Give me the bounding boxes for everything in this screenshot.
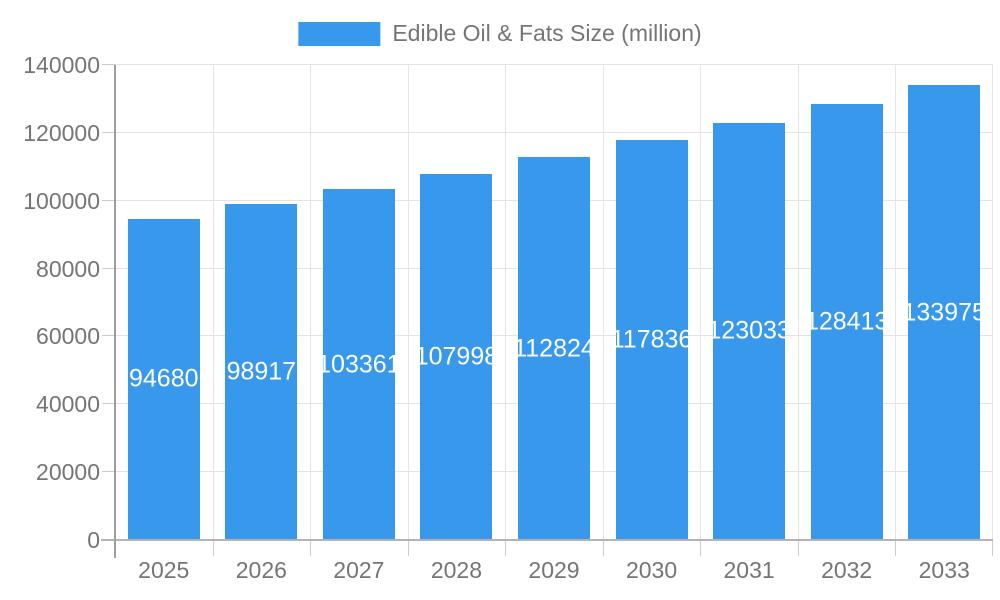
bar-value-label: 123033 (713, 316, 786, 345)
x-axis-tick (700, 540, 702, 556)
x-axis-tick (212, 540, 214, 556)
x-axis-tick (895, 540, 897, 556)
gridline-v (700, 65, 702, 540)
bar-2032[interactable]: 128413 (810, 104, 883, 540)
y-tick-label: 60000 (36, 323, 100, 350)
x-tick-label: 2030 (625, 557, 678, 583)
y-axis-tick (102, 64, 115, 65)
gridline-v (407, 65, 409, 540)
legend[interactable]: Edible Oil & Fats Size (million) (298, 20, 702, 47)
x-tick-label: 2032 (821, 557, 873, 583)
x-axis-tick (505, 540, 507, 556)
y-tick-label: 20000 (36, 459, 100, 486)
x-axis-tick (992, 540, 993, 556)
y-axis-tick (102, 335, 115, 337)
bar-value-label: 94680 (129, 364, 199, 393)
gridline-v (895, 65, 897, 540)
x-tick-label: 2031 (723, 557, 775, 583)
y-axis-tick (102, 403, 115, 405)
bar-value-label: 98917 (226, 357, 297, 386)
gridline-v (505, 65, 507, 540)
bar-2026[interactable]: 98917 (225, 204, 298, 540)
legend-label: Edible Oil & Fats Size (million) (392, 20, 702, 46)
bar-value-label: 112824 (518, 334, 590, 363)
bar-2033[interactable]: 133975 (908, 85, 981, 540)
legend-swatch (298, 21, 381, 46)
x-tick-label: 2025 (138, 557, 190, 583)
y-tick-label: 140000 (23, 52, 100, 78)
bar-2029[interactable]: 112824 (518, 157, 590, 540)
x-tick-label: 2029 (528, 557, 580, 583)
x-axis-line (101, 539, 993, 541)
y-axis-tick (102, 131, 115, 133)
plot-area: 94680 98917 103361 107998 112824 117836 123033… (101, 64, 993, 558)
bar-2030[interactable]: 117836 (615, 140, 688, 540)
bar-2031[interactable]: 123033 (713, 122, 786, 540)
y-tick-label: 100000 (23, 187, 100, 214)
y-tick-label: 120000 (23, 119, 100, 146)
gridline-v (212, 65, 214, 540)
gridline-v (797, 65, 799, 540)
x-tick-label: 2027 (333, 557, 385, 583)
bar-2025[interactable]: 94680 (127, 218, 200, 540)
x-axis-tick (310, 540, 312, 556)
y-tick-label: 0 (87, 527, 100, 553)
gridline-v (602, 65, 604, 540)
bar-value-label: 107998 (420, 342, 493, 371)
gridline-h (115, 64, 993, 65)
bar-2028[interactable]: 107998 (420, 173, 493, 540)
bar-value-label: 117836 (615, 325, 688, 354)
bar-2027[interactable]: 103361 (322, 189, 395, 540)
x-tick-label: 2028 (430, 557, 483, 583)
gridline-h (115, 131, 993, 133)
bar-value-label: 128413 (810, 307, 883, 336)
bar-value-label: 103361 (322, 350, 395, 379)
gridline-v (310, 65, 312, 540)
y-axis-tick (102, 471, 115, 473)
gridline-v (992, 65, 993, 540)
x-tick-label: 2026 (235, 557, 287, 583)
y-axis-tick (102, 267, 115, 269)
x-axis-tick (797, 540, 799, 556)
bar-value-label: 133975 (908, 298, 981, 327)
x-axis-tick (602, 540, 604, 556)
y-tick-label: 40000 (36, 391, 100, 418)
y-axis-line (114, 65, 116, 558)
x-tick-label: 2033 (918, 557, 970, 583)
y-axis-tick (102, 199, 115, 201)
x-axis-tick (407, 540, 409, 556)
y-tick-label: 80000 (36, 255, 100, 282)
